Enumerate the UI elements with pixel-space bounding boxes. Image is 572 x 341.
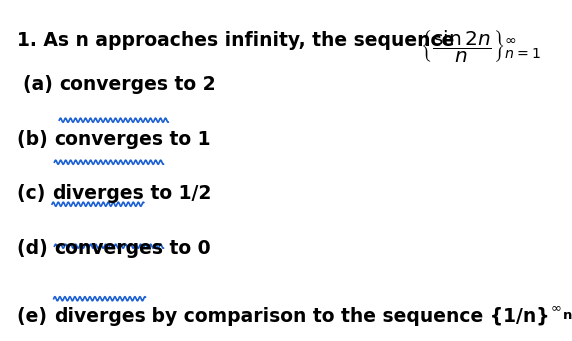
Text: by comparison to the sequence {1/n}: by comparison to the sequence {1/n} [145,307,550,326]
Text: (c): (c) [17,184,52,203]
Text: (d): (d) [17,239,54,258]
Text: $\left\{\dfrac{\mathrm{sin}\,2n}{n}\right\}_{n=1}^{\infty}$: $\left\{\dfrac{\mathrm{sin}\,2n}{n}\righ… [420,29,541,65]
Text: converges: converges [54,239,164,258]
Text: (a): (a) [23,75,59,94]
Text: (e): (e) [17,307,54,326]
Text: converges: converges [59,75,168,94]
Text: (b): (b) [17,130,54,149]
Text: $\infty$: $\infty$ [550,301,562,314]
Text: to 0: to 0 [164,239,211,258]
Text: to 2: to 2 [168,75,216,94]
Text: diverges: diverges [52,184,144,203]
Text: converges: converges [54,130,164,149]
Text: to 1: to 1 [164,130,211,149]
Text: to 1/2: to 1/2 [144,184,211,203]
Text: diverges: diverges [54,307,145,326]
Text: 1. As n approaches infinity, the sequence: 1. As n approaches infinity, the sequenc… [17,31,455,50]
Text: n=1: n=1 [562,309,572,322]
